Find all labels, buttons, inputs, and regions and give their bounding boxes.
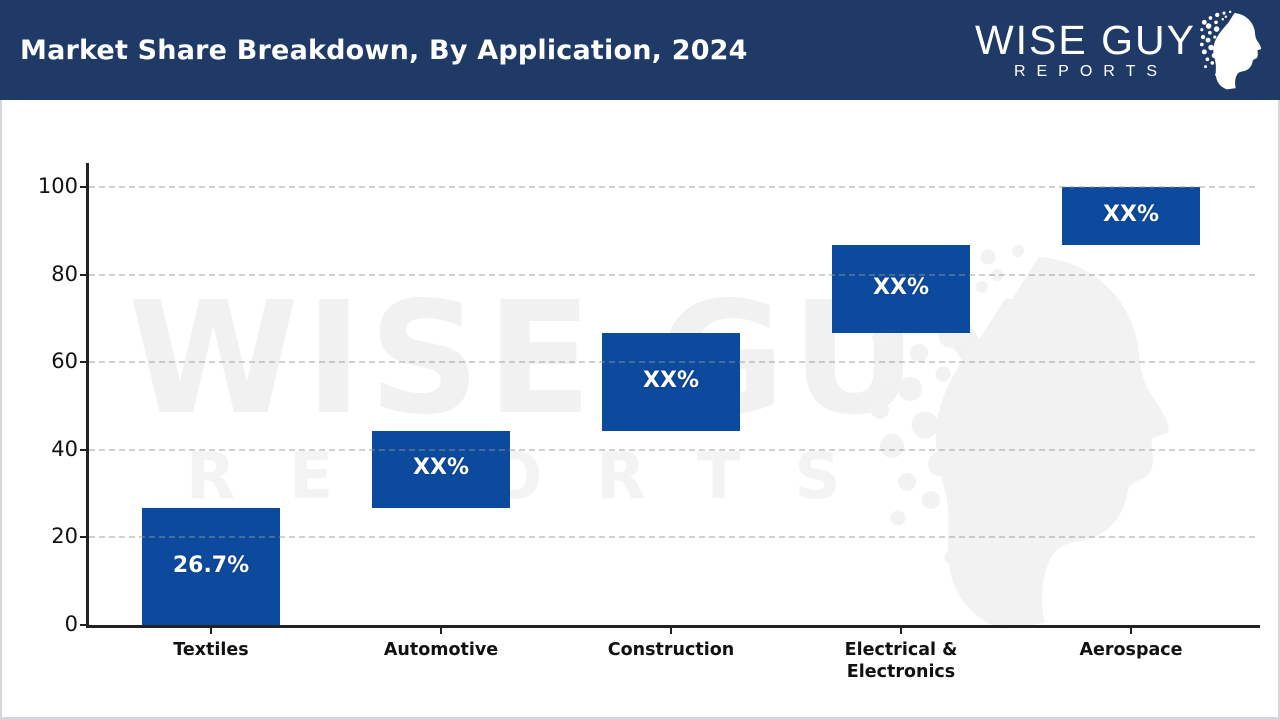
y-tick-label-40: 40 [51, 436, 78, 461]
bar-value-label-textiles: 26.7% [172, 552, 250, 578]
y-tick-label-60: 60 [51, 349, 78, 374]
wiseguy-logo: WISE GUY REPORTS [975, 10, 1266, 90]
x-category-label-3: Electrical & Electronics [844, 640, 958, 682]
x-tick-mark-4 [1130, 625, 1132, 634]
gridline-20 [89, 536, 1255, 539]
y-tick-mark-100 [80, 186, 88, 188]
x-tick-mark-0 [210, 625, 212, 634]
gridline-40 [89, 448, 1255, 451]
bar-construction [602, 332, 740, 431]
y-tick-label-80: 80 [51, 261, 78, 286]
y-tick-mark-20 [80, 536, 88, 539]
x-tick-mark-2 [670, 625, 672, 634]
page-title: Market Share Breakdown, By Application, … [20, 34, 748, 66]
wiseguy-logo-subtext: REPORTS [1013, 63, 1169, 81]
header-banner: Market Share Breakdown, By Application, … [0, 0, 1280, 100]
watermark-subtext: REPORTS [186, 440, 895, 514]
bar-aerospace [1062, 187, 1200, 245]
y-tick-label-0: 0 [64, 612, 78, 636]
x-axis-line [86, 625, 1260, 628]
y-axis-line [86, 163, 89, 626]
x-category-label-1: Automotive [383, 640, 499, 660]
bar-automotive [372, 430, 510, 509]
bar-textiles [142, 508, 280, 625]
bar-value-label-aerospace: XX% [1103, 201, 1159, 227]
x-category-label-4: Aerospace [1079, 640, 1183, 660]
figure-border-left [0, 100, 2, 720]
x-tick-mark-3 [900, 625, 902, 634]
bar-electrical-electronics [832, 244, 970, 333]
y-tick-mark-80 [80, 273, 88, 276]
gridline-60 [89, 361, 1255, 364]
y-tick-label-20: 20 [51, 524, 78, 549]
bar-value-label-construction: XX% [643, 367, 699, 393]
x-tick-mark-1 [440, 625, 442, 634]
figure-border-right [1278, 100, 1280, 720]
wiseguy-logo-wordmark: WISE GUY [974, 16, 1196, 63]
figure-border-bottom [0, 717, 1280, 720]
y-tick-label-100: 100 [37, 174, 78, 198]
x-category-label-0: Textiles [173, 640, 249, 660]
gridline-100 [89, 186, 1255, 188]
y-tick-mark-60 [80, 361, 88, 364]
gridline-80 [89, 273, 1255, 276]
bar-value-label-electrical-electronics: XX% [873, 274, 929, 300]
bar-value-label-automotive: XX% [413, 455, 469, 481]
y-tick-mark-40 [80, 448, 88, 451]
x-category-label-2: Construction [607, 640, 735, 660]
wiseguy-head-logo-icon [1200, 10, 1262, 90]
y-tick-mark-0 [80, 624, 88, 626]
wiseguy-logo-text: WISE GUY REPORTS [974, 16, 1196, 81]
